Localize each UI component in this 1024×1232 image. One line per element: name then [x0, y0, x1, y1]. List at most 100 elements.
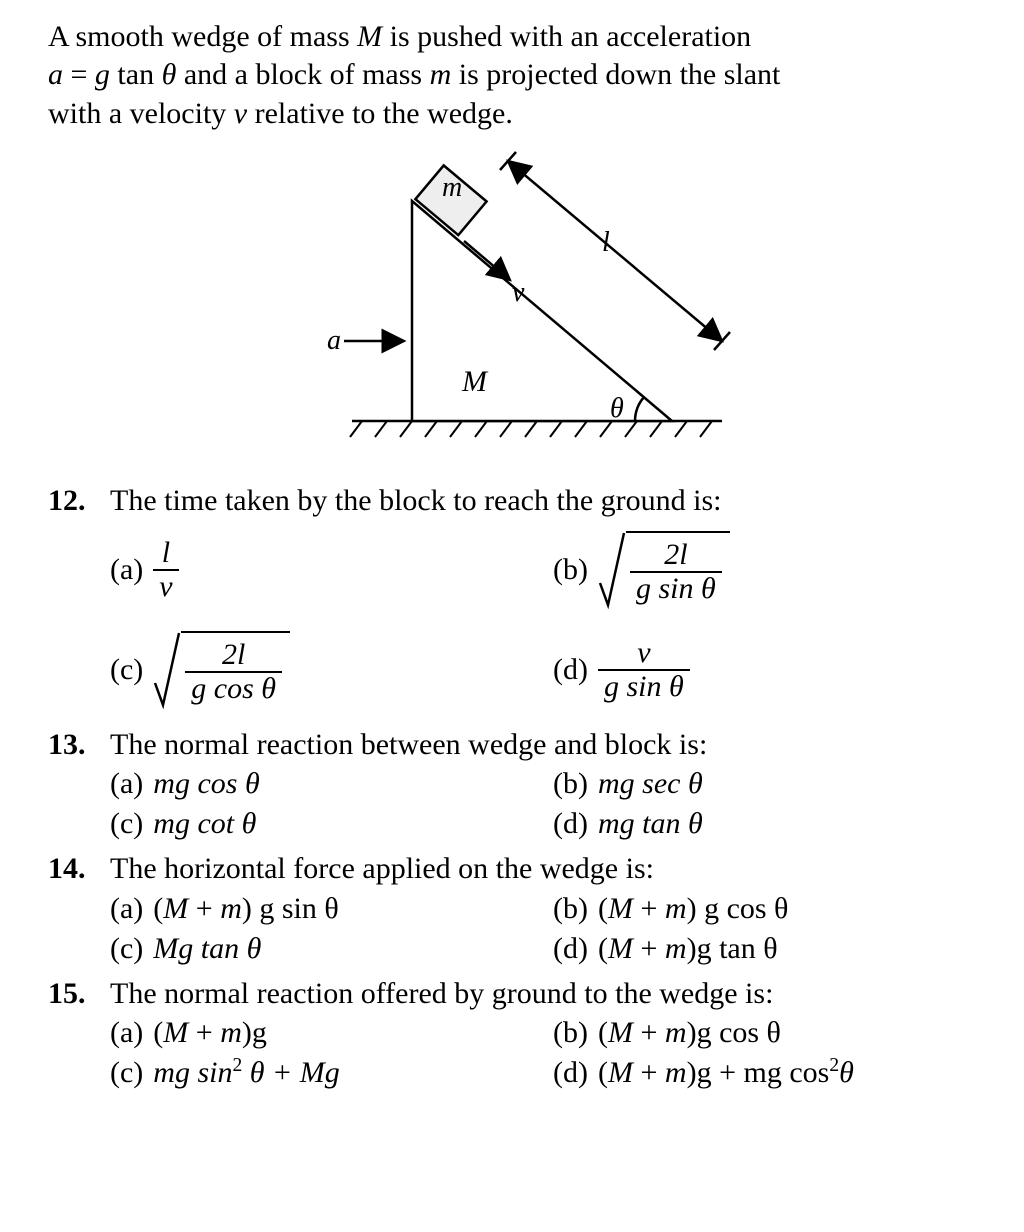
physics-problem-page: A smooth wedge of mass M is pushed with … [0, 0, 1024, 1117]
q13-opt-c: (c) mg cot θ [110, 804, 553, 844]
opt-label: (d) [553, 930, 588, 968]
opt-label: (d) [553, 805, 588, 843]
intro-text: tan [110, 58, 162, 91]
numerator: v [598, 637, 690, 669]
opt-label: (a) [110, 551, 143, 589]
label-l: l [602, 227, 610, 258]
denominator: v [153, 569, 178, 603]
label-m: m [442, 172, 462, 203]
q12-opt-d: (d) v g sin θ [553, 620, 996, 720]
opt-label: (c) [110, 651, 143, 689]
opt-value: (M + m) g cos θ [598, 890, 788, 928]
opt-value: mg cot θ [153, 805, 256, 843]
q13-opt-d: (d) mg tan θ [553, 804, 996, 844]
opt-label: (b) [553, 890, 588, 928]
q15-text: The normal reaction offered by ground to… [110, 975, 996, 1013]
fraction: l v [153, 537, 178, 602]
opt-label: (a) [110, 1014, 143, 1052]
q15-opt-c: (c) mg sin2 θ + Mg [110, 1053, 553, 1093]
opt-label: (d) [553, 1054, 588, 1092]
denominator: g sin θ [598, 669, 690, 703]
numerator: 2l [630, 539, 722, 571]
q15-opt-a: (a) (M + m)g [110, 1013, 553, 1053]
q15-opt-b: (b) (M + m)g cos θ [553, 1013, 996, 1053]
q14-opt-b: (b) (M + m) g cos θ [553, 889, 996, 929]
intro-text: A smooth wedge of mass [48, 20, 357, 53]
opt-value: mg cos θ [153, 765, 259, 803]
figure-container: m M a v l θ [48, 141, 996, 471]
opt-value: (M + m)g tan θ [598, 930, 778, 968]
radical-icon [153, 631, 181, 709]
q12-options: (a) l v (b) 2l g sin θ (c) [110, 520, 996, 720]
q12-opt-a: (a) l v [110, 520, 553, 620]
q12-opt-b: (b) 2l g sin θ [553, 520, 996, 620]
var-g: g [95, 58, 110, 91]
q14-opt-c: (c) Mg tan θ [110, 929, 553, 969]
label-M: M [461, 365, 489, 398]
var-v: v [234, 97, 247, 130]
intro-text: is projected down the slant [451, 58, 780, 91]
q14-opt-a: (a) (M + m) g sin θ [110, 889, 553, 929]
opt-value: mg tan θ [598, 805, 703, 843]
wedge-diagram: m M a v l θ [292, 141, 752, 461]
radicand: 2l g sin θ [626, 531, 730, 609]
q15-options: (a) (M + m)g (b) (M + m)g cos θ (c) mg s… [110, 1013, 996, 1093]
label-a: a [327, 325, 341, 356]
opt-label: (c) [110, 1054, 143, 1092]
denominator: g sin θ [630, 571, 722, 605]
var-M: M [357, 20, 382, 53]
q14-text: The horizontal force applied on the wedg… [110, 850, 996, 888]
fraction: v g sin θ [598, 637, 690, 702]
opt-value: (M + m)g [153, 1014, 267, 1052]
q14-opt-d: (d) (M + m)g tan θ [553, 929, 996, 969]
q13-options: (a) mg cos θ (b) mg sec θ (c) mg cot θ (… [110, 764, 996, 844]
label-v: v [512, 277, 525, 308]
q13-opt-b: (b) mg sec θ [553, 764, 996, 804]
opt-label: (a) [110, 765, 143, 803]
opt-value: (M + m)g cos θ [598, 1014, 781, 1052]
label-theta: θ [610, 393, 624, 424]
q14: 14. The horizontal force applied on the … [48, 850, 996, 888]
denominator: g cos θ [185, 671, 282, 705]
intro-text: with a velocity [48, 97, 234, 130]
numerator: 2l [185, 639, 282, 671]
opt-label: (b) [553, 551, 588, 589]
q13-opt-a: (a) mg cos θ [110, 764, 553, 804]
numerator: l [153, 537, 178, 569]
q12: 12. The time taken by the block to reach… [48, 482, 996, 520]
q15-opt-d: (d) (M + m)g + mg cos2θ [553, 1053, 996, 1093]
q13-text: The normal reaction between wedge and bl… [110, 726, 996, 764]
intro-text: relative to the wedge. [247, 97, 513, 130]
q12-number: 12. [48, 482, 110, 520]
sqrt: 2l g sin θ [598, 531, 730, 609]
q13: 13. The normal reaction between wedge an… [48, 726, 996, 764]
intro-paragraph: A smooth wedge of mass M is pushed with … [48, 18, 996, 133]
var-theta: θ [162, 58, 177, 91]
opt-label: (d) [553, 651, 588, 689]
opt-label: (a) [110, 890, 143, 928]
sqrt: 2l g cos θ [153, 631, 290, 709]
intro-text: is pushed with an acceleration [382, 20, 751, 53]
var-m: m [430, 58, 452, 91]
opt-value: mg sin2 θ + Mg [153, 1054, 339, 1092]
intro-text: and a block of mass [176, 58, 429, 91]
radical-icon [598, 531, 626, 609]
q14-number: 14. [48, 850, 110, 888]
opt-label: (c) [110, 805, 143, 843]
radicand: 2l g cos θ [181, 631, 290, 709]
opt-label: (c) [110, 930, 143, 968]
q12-text: The time taken by the block to reach the… [110, 482, 996, 520]
opt-value: (M + m) g sin θ [153, 890, 338, 928]
q15: 15. The normal reaction offered by groun… [48, 975, 996, 1013]
opt-value: (M + m)g + mg cos2θ [598, 1054, 854, 1092]
opt-label: (b) [553, 765, 588, 803]
q13-number: 13. [48, 726, 110, 764]
var-a: a [48, 58, 63, 91]
opt-value: Mg tan θ [153, 930, 261, 968]
intro-text: = [63, 58, 95, 91]
q15-number: 15. [48, 975, 110, 1013]
q12-opt-c: (c) 2l g cos θ [110, 620, 553, 720]
opt-label: (b) [553, 1014, 588, 1052]
opt-value: mg sec θ [598, 765, 703, 803]
q14-options: (a) (M + m) g sin θ (b) (M + m) g cos θ … [110, 889, 996, 969]
